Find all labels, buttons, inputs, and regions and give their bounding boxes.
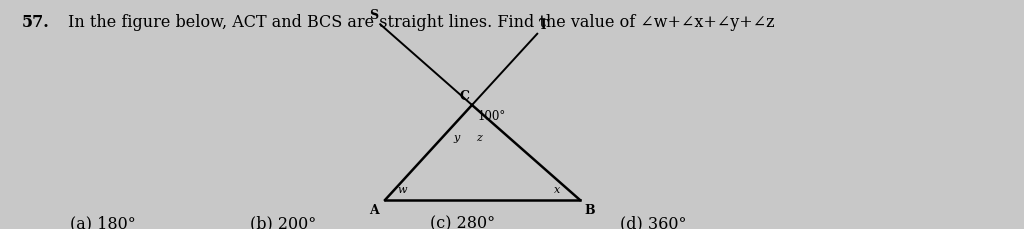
Text: (c) 280°: (c) 280°: [430, 215, 496, 229]
Text: In the figure below, ACT and BCS are straight lines. Find the value of ∠w+∠x+∠y+: In the figure below, ACT and BCS are str…: [68, 14, 774, 31]
Text: S: S: [369, 9, 378, 22]
Text: (a) 180°: (a) 180°: [70, 215, 136, 229]
Text: C: C: [459, 90, 469, 103]
Text: w: w: [397, 185, 407, 195]
Text: 100°: 100°: [478, 110, 506, 123]
Text: T: T: [540, 19, 549, 32]
Text: A: A: [370, 204, 379, 217]
Text: y: y: [454, 133, 460, 143]
Text: (d) 360°: (d) 360°: [620, 215, 686, 229]
Text: 57.: 57.: [22, 14, 50, 31]
Text: z: z: [476, 133, 482, 143]
Text: (b) 200°: (b) 200°: [250, 215, 316, 229]
Text: x: x: [554, 185, 560, 195]
Text: B: B: [584, 204, 595, 217]
